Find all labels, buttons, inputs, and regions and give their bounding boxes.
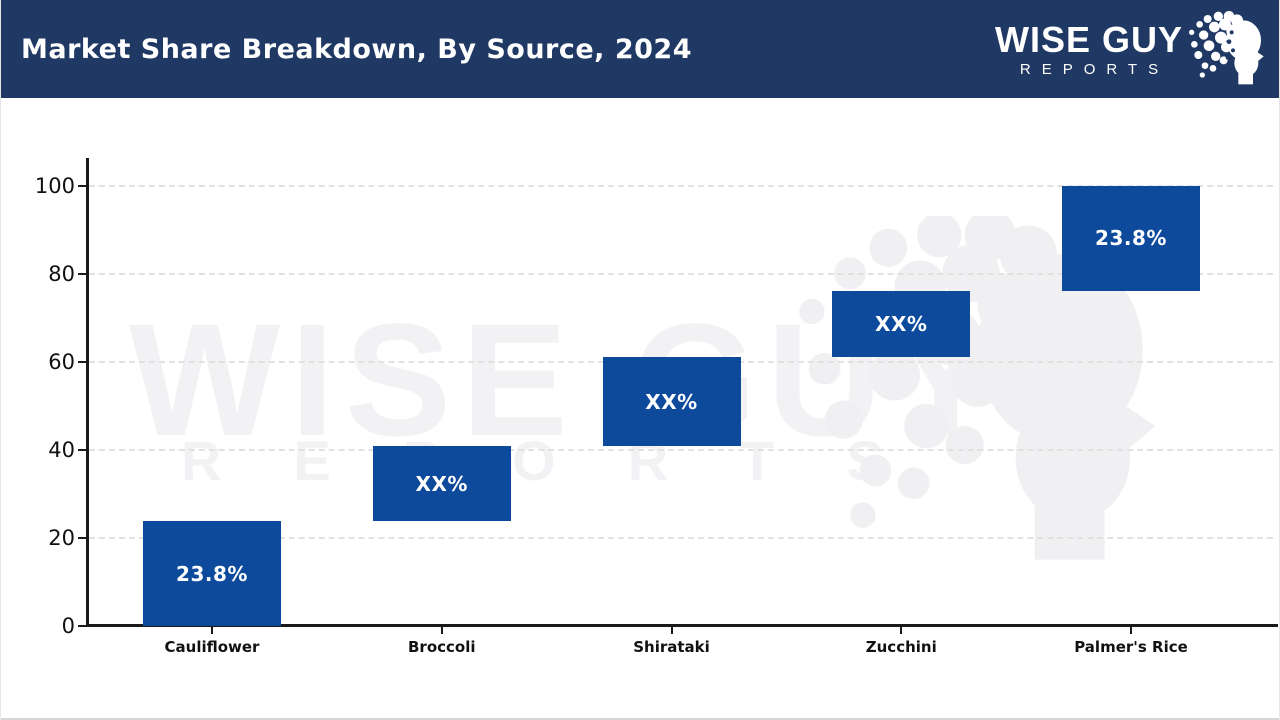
x-category-label-1: Broccoli <box>407 638 476 656</box>
x-category-label-3: Zucchini <box>865 638 937 656</box>
bar-value-label: 23.8% <box>176 561 248 586</box>
bar-value-label: XX% <box>415 471 468 496</box>
y-tick-80 <box>78 273 86 275</box>
y-tick-label-60: 60 <box>48 350 75 374</box>
bar-value-label: XX% <box>875 311 928 336</box>
x-category-label-4: Palmer's Rice <box>1074 638 1188 656</box>
bar-broccoli: XX% <box>372 446 511 522</box>
x-tick-2 <box>670 627 673 634</box>
x-axis-line <box>86 624 1278 627</box>
header: Market Share Breakdown, By Source, 2024 … <box>1 0 1279 98</box>
x-tick-0 <box>211 627 213 634</box>
x-tick-1 <box>440 627 443 634</box>
y-tick-label-20: 20 <box>48 526 75 550</box>
y-tick-label-0: 0 <box>61 614 75 638</box>
page-title: Market Share Breakdown, By Source, 2024 <box>21 33 692 65</box>
gridline-20 <box>89 537 1273 539</box>
x-category-label-0: Cauliflower <box>164 638 260 656</box>
wiseguy-face-icon <box>1189 11 1264 85</box>
brand-wordmark: WISE GUY <box>994 19 1183 60</box>
y-tick-label-80: 80 <box>48 262 75 286</box>
bar-palmer-s-rice: 23.8% <box>1062 186 1200 291</box>
y-axis-line <box>86 158 89 627</box>
bar-cauliflower: 23.8% <box>143 521 281 626</box>
bar-zucchini: XX% <box>832 290 971 357</box>
y-tick-label-100: 100 <box>34 174 75 198</box>
bar-shirataki: XX% <box>602 356 741 447</box>
gridline-80 <box>89 273 1273 275</box>
x-category-label-2: Shirataki <box>633 638 710 656</box>
x-tick-4 <box>1130 627 1132 634</box>
x-tick-3 <box>900 627 903 634</box>
bottom-divider <box>1 718 1279 720</box>
bar-value-label: 23.8% <box>1095 226 1167 251</box>
y-tick-100 <box>78 185 86 187</box>
gridline-40 <box>89 449 1273 451</box>
y-tick-label-40: 40 <box>48 438 75 462</box>
brand-logo-text: WISE GUY REPORTS <box>994 19 1183 79</box>
y-tick-0 <box>78 625 86 627</box>
brand-logo: WISE GUY REPORTS <box>995 6 1265 92</box>
y-tick-40 <box>78 449 86 451</box>
bar-value-label: XX% <box>645 389 698 414</box>
brand-reports-label: REPORTS <box>1019 61 1170 78</box>
gridline-100 <box>89 185 1273 187</box>
y-tick-60 <box>78 361 86 363</box>
y-tick-20 <box>78 537 86 539</box>
